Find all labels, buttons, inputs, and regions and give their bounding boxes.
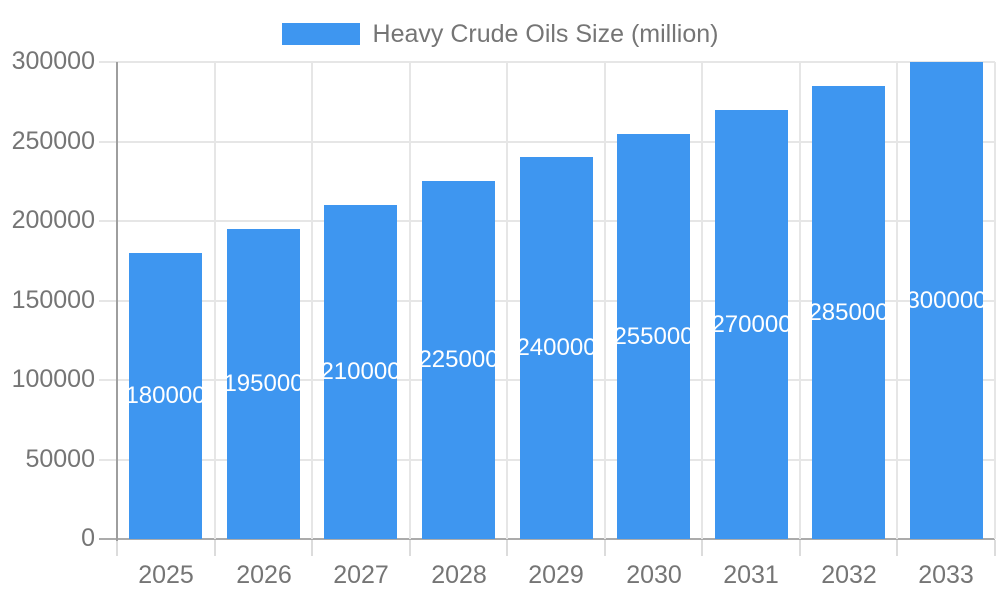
x-gridline [701, 62, 703, 539]
x-gridline [409, 62, 411, 539]
y-axis-tick-label: 100000 [11, 365, 95, 393]
bar[interactable]: 270000 [715, 110, 788, 539]
x-axis-tick-mark [896, 540, 898, 556]
bar[interactable]: 195000 [227, 229, 300, 539]
y-axis-line [116, 62, 118, 541]
bar-value-label: 300000 [910, 286, 983, 314]
bar-value-label: 270000 [715, 310, 788, 338]
y-axis-tick-label: 150000 [11, 286, 95, 314]
x-gridline [994, 62, 996, 539]
bar-value-label: 225000 [422, 346, 495, 373]
y-axis-tick-label: 200000 [11, 206, 95, 234]
legend-swatch [281, 23, 360, 45]
x-axis-tick-mark [701, 540, 703, 556]
bar[interactable]: 285000 [812, 86, 885, 539]
bar[interactable]: 255000 [617, 134, 690, 539]
x-axis-tick-mark [409, 540, 411, 556]
y-axis-tick-label: 300000 [11, 47, 95, 75]
x-gridline [799, 62, 801, 539]
x-axis-tick-mark [116, 540, 118, 556]
x-axis-tick-label: 2033 [918, 561, 974, 589]
bar[interactable]: 300000 [910, 62, 983, 539]
x-axis-tick-mark [506, 540, 508, 556]
x-axis-tick-label: 2029 [528, 561, 584, 589]
bar-value-label: 210000 [324, 358, 397, 385]
x-gridline [604, 62, 606, 539]
legend[interactable]: Heavy Crude Oils Size (million) [0, 20, 1000, 48]
bar-value-label: 195000 [227, 370, 300, 397]
bar[interactable]: 180000 [129, 253, 202, 539]
x-axis-tick-label: 2025 [138, 561, 194, 589]
x-axis-tick-label: 2032 [821, 561, 877, 589]
bar[interactable]: 240000 [520, 157, 593, 539]
x-axis-tick-mark [311, 540, 313, 556]
y-gridline [99, 141, 995, 143]
x-axis-tick-label: 2028 [431, 561, 487, 589]
x-axis-tick-mark [214, 540, 216, 556]
x-axis-tick-label: 2030 [626, 561, 682, 589]
bar-value-label: 285000 [812, 298, 885, 326]
x-axis-tick-label: 2026 [236, 561, 292, 589]
x-axis-tick-mark [799, 540, 801, 556]
x-gridline [311, 62, 313, 539]
x-gridline [506, 62, 508, 539]
y-gridline [99, 61, 995, 63]
bar[interactable]: 225000 [422, 181, 495, 539]
y-axis-tick-label: 250000 [11, 127, 95, 155]
y-axis-tick-label: 0 [81, 524, 95, 552]
bar-value-label: 180000 [129, 382, 202, 409]
x-axis-tick-label: 2031 [723, 561, 779, 589]
x-gridline [214, 62, 216, 539]
bar-value-label: 240000 [520, 334, 593, 361]
y-axis-tick-label: 50000 [25, 445, 95, 473]
bar-value-label: 255000 [617, 322, 690, 350]
x-axis-tick-label: 2027 [333, 561, 389, 589]
x-axis-tick-mark [994, 540, 996, 556]
x-axis-line [99, 538, 995, 540]
x-gridline [896, 62, 898, 539]
bar[interactable]: 210000 [324, 205, 397, 539]
legend-label: Heavy Crude Oils Size (million) [372, 19, 719, 48]
x-axis-tick-mark [604, 540, 606, 556]
